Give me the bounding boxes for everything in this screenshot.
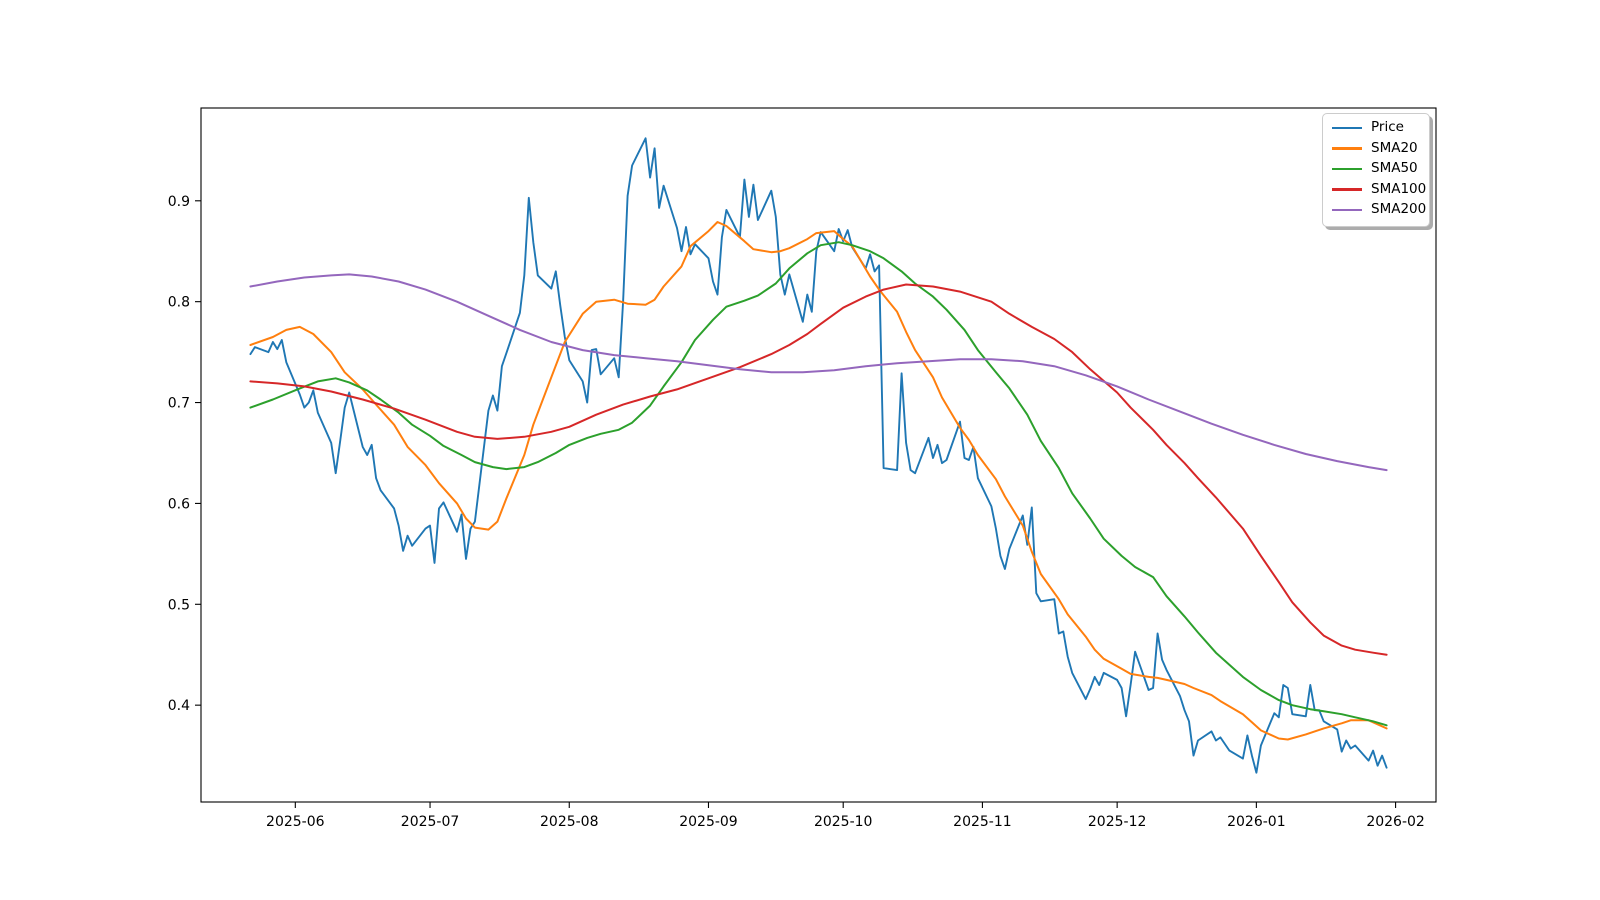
legend-swatch-sma100 — [1332, 188, 1362, 191]
legend-item-price: Price — [1332, 118, 1421, 138]
y-axis-tick-label: 0.5 — [168, 597, 190, 613]
series-line-sma100 — [249, 283, 1388, 656]
series-line-sma20 — [249, 221, 1388, 741]
legend-label-sma50: SMA50 — [1371, 160, 1418, 177]
legend-swatch-price — [1332, 126, 1362, 130]
legend-item-sma20: SMA20 — [1332, 138, 1421, 158]
series-line-price — [249, 137, 1388, 774]
x-axis-tick-label: 2025-08 — [540, 814, 599, 830]
legend-swatch-sma200 — [1332, 208, 1362, 211]
legend-swatch-sma50 — [1332, 167, 1362, 171]
legend-label-sma20: SMA20 — [1371, 139, 1418, 156]
y-axis-tick-label: 0.7 — [168, 396, 190, 412]
axes-spines — [200, 107, 1437, 803]
legend-swatch-sma20 — [1332, 147, 1362, 150]
legend-label-price: Price — [1371, 119, 1404, 136]
y-axis-tick-label: 0.8 — [168, 295, 190, 311]
x-axis-tick-label: 2026-02 — [1366, 814, 1425, 830]
x-axis-tick-label: 2025-10 — [814, 814, 873, 830]
x-axis-tick-label: 2025-07 — [401, 814, 460, 830]
legend-label-sma200: SMA200 — [1371, 201, 1427, 217]
x-axis-tick-label: 2026-01 — [1227, 814, 1286, 830]
legend: Price SMA20 SMA50 SMA100 SMA200 — [1322, 113, 1430, 227]
legend-item-sma200: SMA200 — [1332, 200, 1426, 220]
y-axis-tick-label: 0.6 — [168, 496, 190, 512]
x-axis-tick-label: 2025-12 — [1088, 814, 1147, 830]
y-axis-tick-label: 0.4 — [168, 698, 190, 714]
y-axis-tick-label: 0.9 — [168, 194, 190, 210]
series-line-sma200 — [249, 273, 1388, 472]
x-axis-tick-label: 2025-09 — [679, 814, 738, 830]
x-axis-tick-label: 2025-11 — [953, 814, 1012, 830]
legend-label-sma100: SMA100 — [1371, 180, 1427, 197]
series-line-sma50 — [249, 241, 1388, 727]
x-axis-tick-label: 2025-06 — [266, 814, 325, 830]
legend-item-sma50: SMA50 — [1332, 159, 1421, 179]
legend-item-sma100: SMA100 — [1332, 179, 1426, 199]
